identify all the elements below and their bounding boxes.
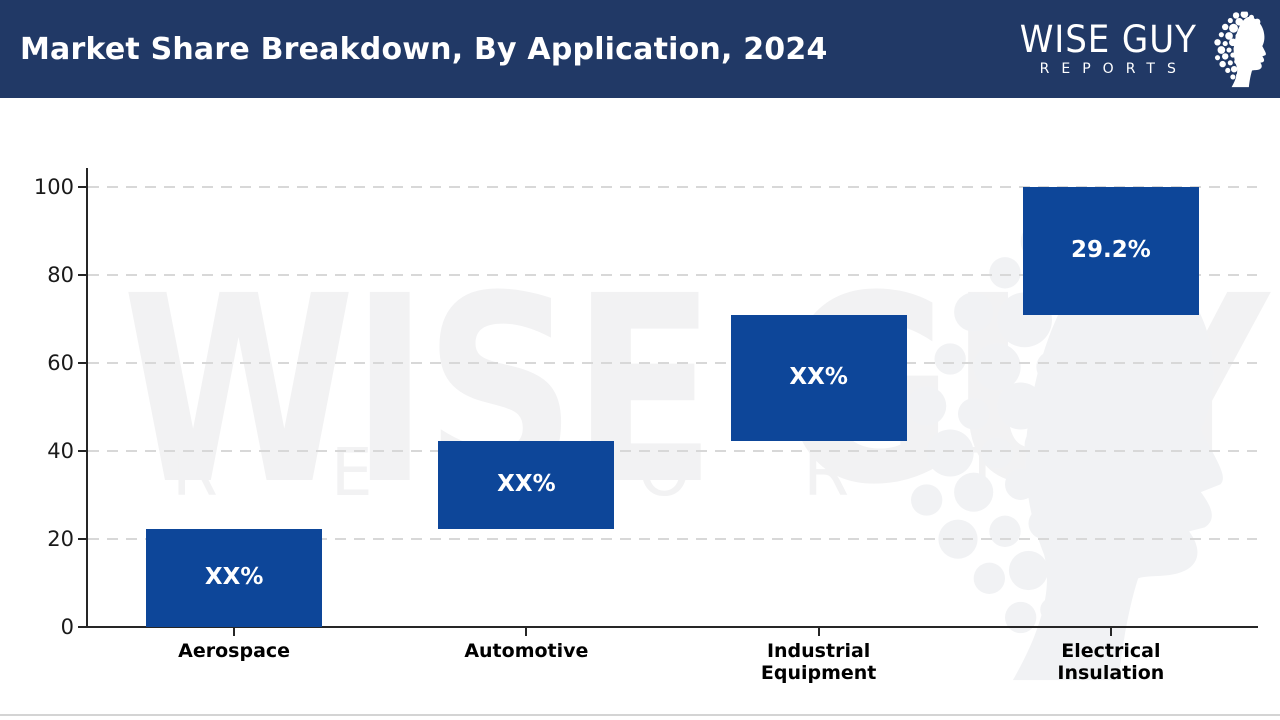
y-axis-tick [78,538,86,540]
y-axis-tick-label: 100 [33,175,74,199]
gridline [88,362,1257,364]
y-axis-line [86,168,88,628]
y-axis-tick-label: 20 [47,527,74,551]
bar [146,528,323,627]
gridline [88,274,1257,276]
gridline [88,450,1257,452]
y-axis-tick [78,362,86,364]
bottom-border-line [0,714,1280,716]
y-axis-tick [78,274,86,276]
gridline [88,186,1257,188]
x-axis-label: Automotive [464,640,589,662]
wise-guy-reports-logo: WISE GUY REPORTS [1012,8,1280,90]
x-axis-label: Industrial Equipment [760,640,877,684]
y-axis-tick [78,626,86,628]
x-axis-tick [525,628,528,636]
x-axis-tick [1109,628,1112,636]
bar-value-label: XX% [204,563,264,590]
page-title: Market Share Breakdown, By Application, … [20,31,828,67]
x-axis-tick [817,628,820,636]
y-axis-tick-label: 0 [60,615,74,639]
gridline [88,538,1257,540]
y-axis-tick [78,450,86,452]
bar-value-label: XX% [789,364,848,391]
bar-value-label: 29.2% [1070,237,1151,264]
y-axis-tick [78,186,86,188]
x-axis-label: Electrical Insulation [1057,640,1165,684]
y-axis-tick-label: 40 [47,439,74,463]
logo-subtitle: REPORTS [1039,61,1188,77]
x-axis-label: Aerospace [178,640,291,662]
logo-wordmark: WISE GUY [1019,18,1197,61]
bar [730,315,907,441]
y-axis-tick-label: 80 [47,263,74,287]
header-bar: Market Share Breakdown, By Application, … [0,0,1280,98]
x-axis-tick [233,628,236,636]
y-axis-tick-label: 60 [47,351,74,375]
x-axis-line [86,626,1258,628]
bar [438,440,615,529]
bar-value-label: XX% [497,470,556,497]
